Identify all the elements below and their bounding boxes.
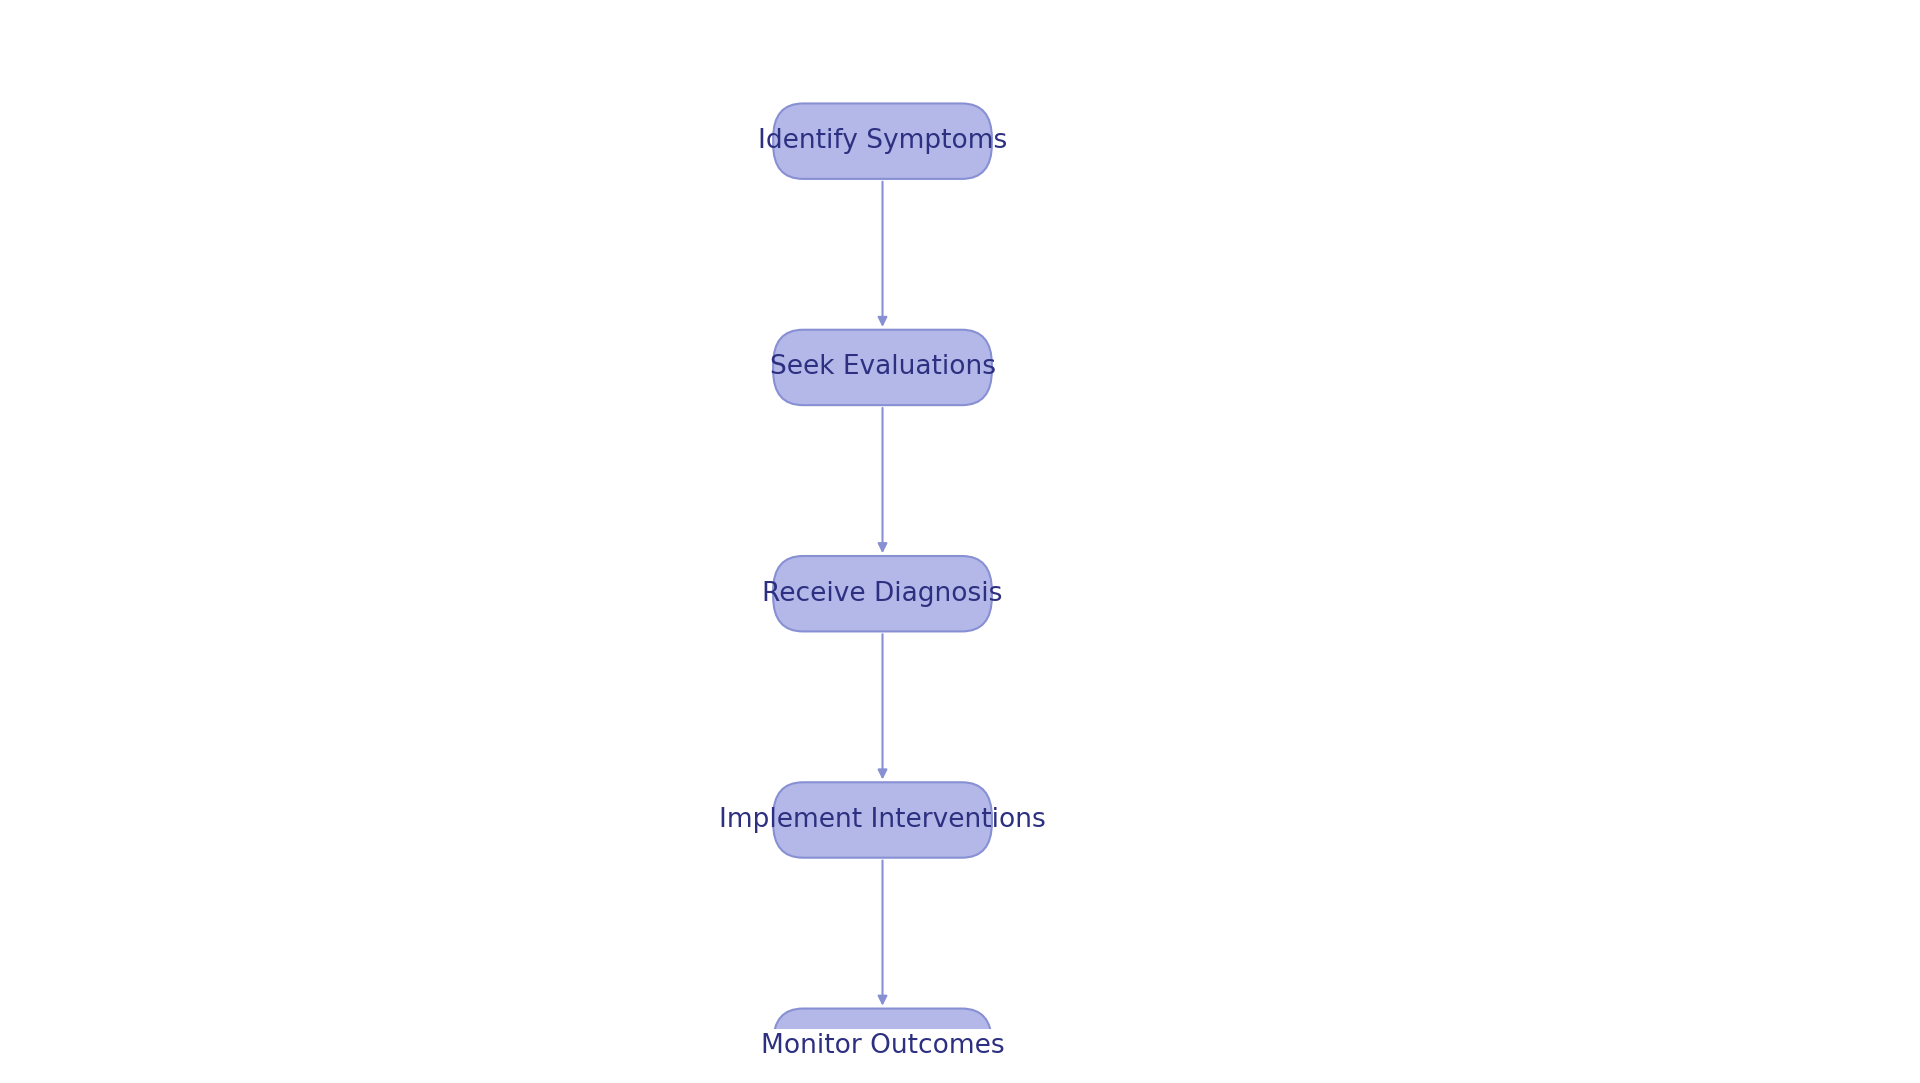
FancyBboxPatch shape bbox=[774, 1008, 993, 1083]
FancyBboxPatch shape bbox=[774, 104, 993, 179]
Text: Identify Symptoms: Identify Symptoms bbox=[758, 128, 1008, 154]
Text: Receive Diagnosis: Receive Diagnosis bbox=[762, 580, 1002, 606]
Text: Monitor Outcomes: Monitor Outcomes bbox=[760, 1033, 1004, 1059]
FancyBboxPatch shape bbox=[774, 556, 993, 631]
FancyBboxPatch shape bbox=[774, 329, 993, 405]
FancyBboxPatch shape bbox=[774, 782, 993, 858]
Text: Implement Interventions: Implement Interventions bbox=[720, 807, 1046, 833]
Text: Seek Evaluations: Seek Evaluations bbox=[770, 354, 995, 380]
